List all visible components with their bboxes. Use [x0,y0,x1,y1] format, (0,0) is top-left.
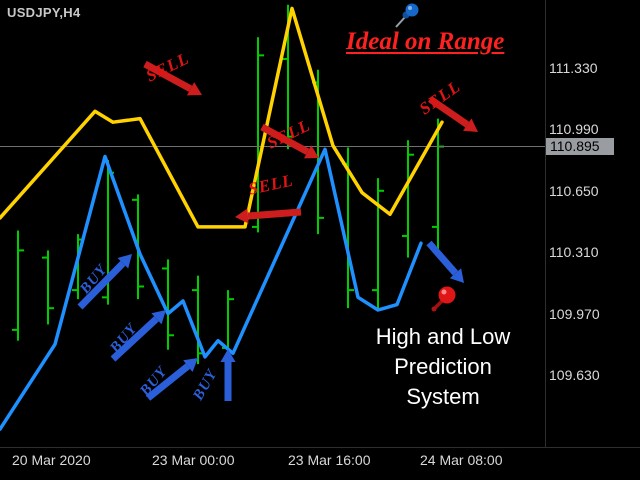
ohlc-bar [252,37,264,233]
sell-label: SELL [416,77,464,119]
high-prediction-line [0,6,444,229]
sell-arrow [235,208,302,224]
prediction-system-label: High and Low Prediction System [375,324,511,409]
red-pin-icon[interactable] [431,286,456,312]
ohlc-bar [12,230,24,341]
ohlc-bar [42,250,54,325]
ohlc-bar [162,259,174,350]
symbol-timeframe-label: USDJPY,H4 [7,5,81,20]
buy-arrow [220,349,236,401]
ohlc-bar [402,140,414,258]
sell-arrow [428,96,478,132]
sell-arrow [260,123,319,159]
ohlc-bar [372,178,384,310]
buy-label: BUY [190,366,221,404]
current-price-tag: 110.895 [546,137,614,155]
buy-arrow [77,254,132,310]
buy-arrow [145,358,198,401]
ideal-on-range-label: Ideal on Range [346,28,505,55]
sell-arrow [143,60,202,96]
sell-label: SELL [247,171,296,199]
blue-pushpin-icon[interactable] [395,3,419,28]
low-prediction-line [0,147,423,431]
down-arrow [426,240,464,283]
buy-arrow [110,310,166,362]
